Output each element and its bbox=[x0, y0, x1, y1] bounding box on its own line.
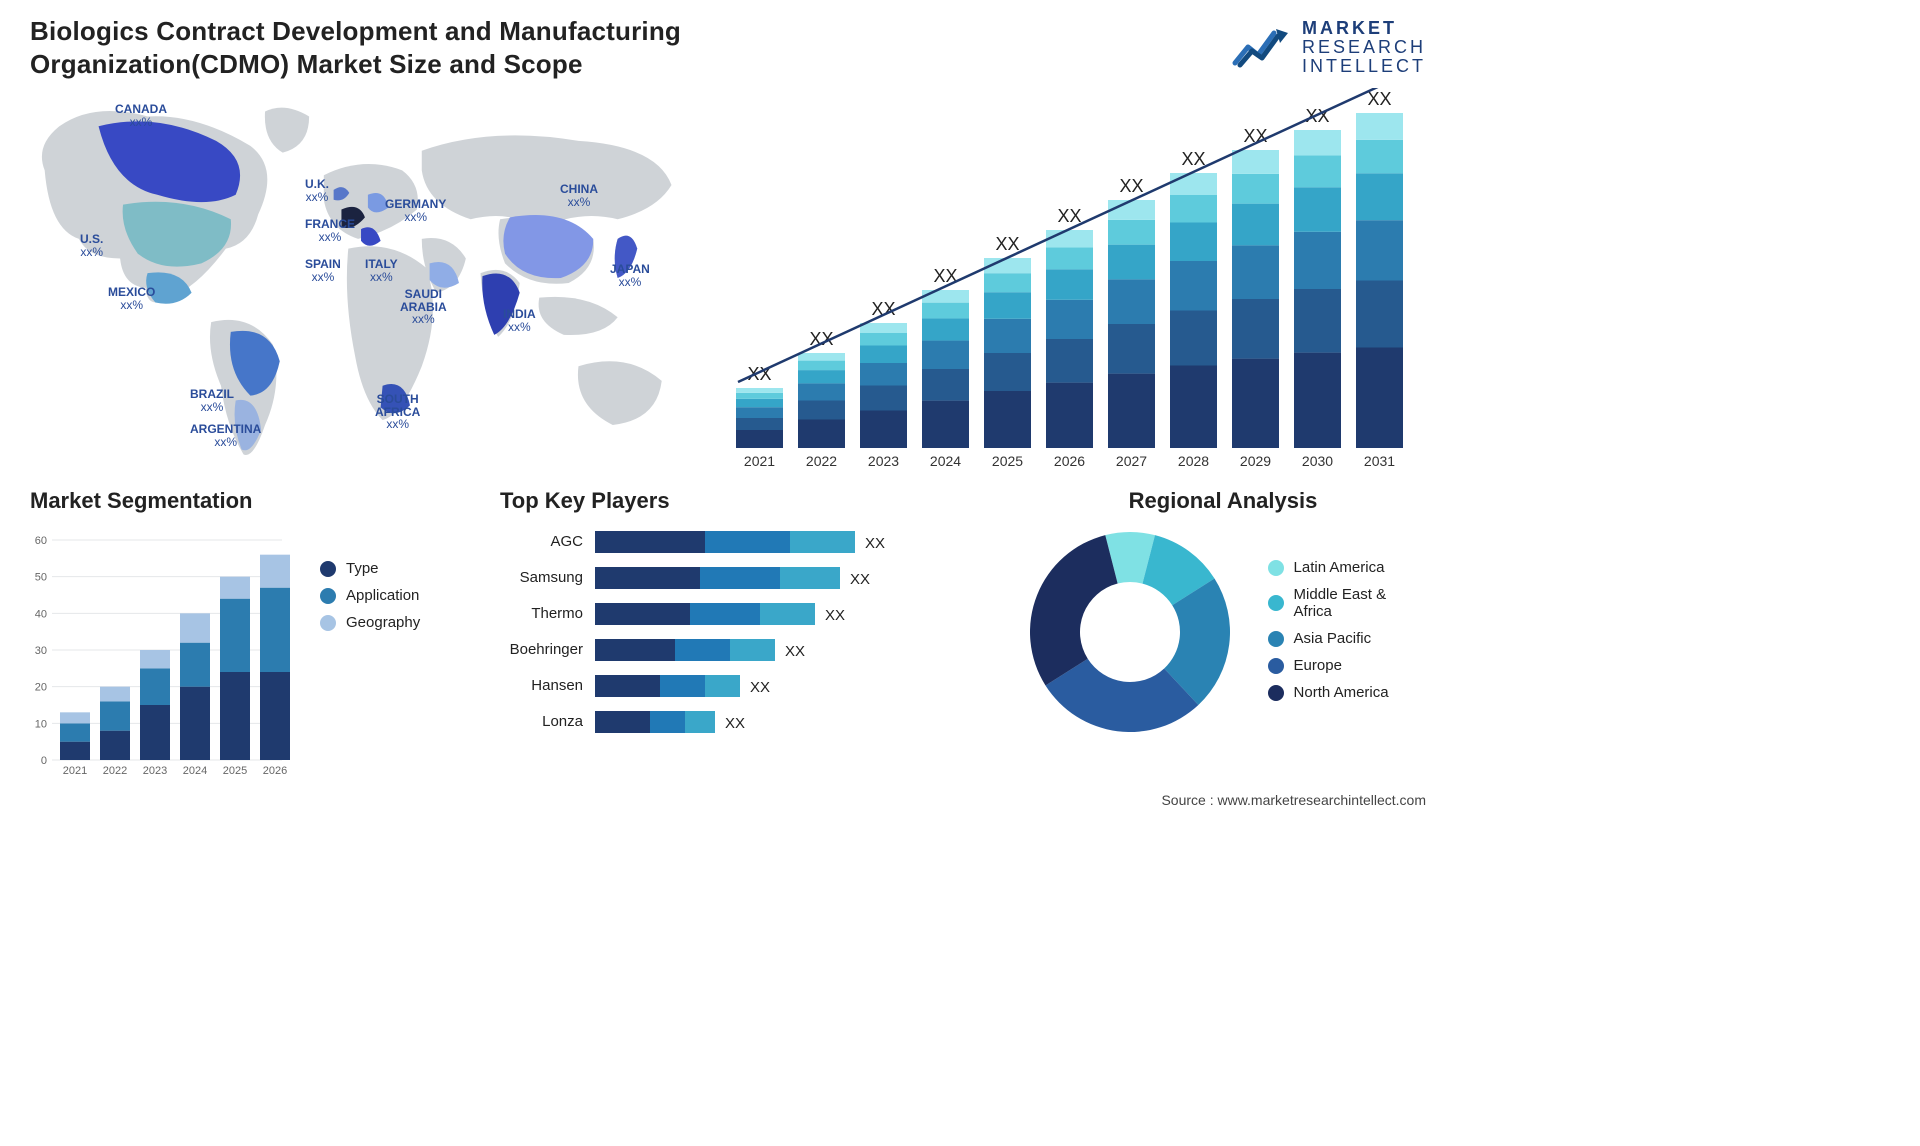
svg-text:XX: XX bbox=[725, 715, 745, 732]
map-label-brazil: BRAZILxx% bbox=[190, 388, 234, 413]
world-map: CANADAxx% U.S.xx% MEXICOxx% BRAZILxx% ARGENT… bbox=[30, 88, 696, 473]
market-size-chart: XX2021XX2022XX2023XX2024XX2025XX2026XX20… bbox=[726, 88, 1426, 473]
map-label-china: CHINAxx% bbox=[560, 183, 598, 208]
svg-text:2024: 2024 bbox=[930, 453, 961, 469]
logo-line2: RESEARCH bbox=[1302, 38, 1426, 57]
segmentation-title: Market Segmentation bbox=[30, 488, 470, 514]
svg-text:2022: 2022 bbox=[103, 765, 127, 775]
svg-text:2027: 2027 bbox=[1116, 453, 1147, 469]
svg-text:XX: XX bbox=[785, 643, 805, 660]
svg-text:20: 20 bbox=[35, 682, 47, 694]
legend-item-geography: Geography bbox=[320, 614, 420, 631]
player-label-lonza: Lonza bbox=[500, 704, 595, 740]
market-segmentation-panel: Market Segmentation 0 10 20 30 40 50 60 2021 202… bbox=[30, 488, 470, 788]
svg-text:40: 40 bbox=[35, 608, 47, 620]
svg-text:2026: 2026 bbox=[263, 765, 287, 775]
top-key-players-panel: Top Key Players AGCSamsungThermoBoehring… bbox=[500, 488, 990, 788]
svg-text:2021: 2021 bbox=[63, 765, 87, 775]
source-text: Source : www.marketresearchintellect.com bbox=[1161, 792, 1426, 808]
player-label-hansen: Hansen bbox=[500, 668, 595, 704]
top-key-players-title: Top Key Players bbox=[500, 488, 990, 514]
player-label-samsung: Samsung bbox=[500, 560, 595, 596]
map-label-mexico: MEXICOxx% bbox=[108, 286, 155, 311]
player-label-boehringer: Boehringer bbox=[500, 632, 595, 668]
svg-text:60: 60 bbox=[35, 535, 47, 547]
svg-text:2024: 2024 bbox=[183, 765, 207, 775]
logo-line1: MARKET bbox=[1302, 19, 1426, 38]
map-label-italy: ITALYxx% bbox=[365, 258, 398, 283]
page-title: Biologics Contract Development and Manuf… bbox=[30, 15, 710, 80]
player-label-agc: AGC bbox=[500, 524, 595, 560]
regional-title: Regional Analysis bbox=[1020, 488, 1426, 514]
svg-text:0: 0 bbox=[41, 755, 47, 767]
svg-text:2023: 2023 bbox=[868, 453, 899, 469]
map-label-saudi-arabia: SAUDIARABIAxx% bbox=[400, 288, 447, 326]
region-north-america: North America bbox=[1268, 684, 1426, 701]
svg-text:XX: XX bbox=[1119, 176, 1143, 196]
logo-icon bbox=[1232, 25, 1292, 69]
legend-item-type: Type bbox=[320, 560, 420, 577]
svg-text:2030: 2030 bbox=[1302, 453, 1333, 469]
svg-text:XX: XX bbox=[865, 535, 885, 552]
svg-text:XX: XX bbox=[995, 234, 1019, 254]
svg-text:XX: XX bbox=[850, 571, 870, 588]
map-label-india: INDIAxx% bbox=[503, 308, 536, 333]
map-label-spain: SPAINxx% bbox=[305, 258, 341, 283]
map-label-u-s-: U.S.xx% bbox=[80, 233, 103, 258]
svg-text:XX: XX bbox=[1057, 206, 1081, 226]
svg-text:2025: 2025 bbox=[223, 765, 247, 775]
region-middle-east-africa: Middle East & Africa bbox=[1268, 586, 1426, 620]
map-label-u-k-: U.K.xx% bbox=[305, 178, 329, 203]
svg-text:10: 10 bbox=[35, 718, 47, 730]
svg-text:2022: 2022 bbox=[806, 453, 837, 469]
svg-text:2021: 2021 bbox=[744, 453, 775, 469]
region-europe: Europe bbox=[1268, 657, 1426, 674]
legend-item-application: Application bbox=[320, 587, 420, 604]
map-label-canada: CANADAxx% bbox=[115, 103, 167, 128]
svg-text:2025: 2025 bbox=[992, 453, 1023, 469]
svg-text:XX: XX bbox=[825, 607, 845, 624]
map-label-argentina: ARGENTINAxx% bbox=[190, 423, 261, 448]
svg-text:50: 50 bbox=[35, 572, 47, 584]
svg-text:XX: XX bbox=[750, 679, 770, 696]
svg-text:2029: 2029 bbox=[1240, 453, 1271, 469]
svg-text:2026: 2026 bbox=[1054, 453, 1085, 469]
logo-line3: INTELLECT bbox=[1302, 57, 1426, 76]
map-label-france: FRANCExx% bbox=[305, 218, 355, 243]
region-asia-pacific: Asia Pacific bbox=[1268, 630, 1426, 647]
map-label-germany: GERMANYxx% bbox=[385, 198, 446, 223]
brand-logo: MARKET RESEARCH INTELLECT bbox=[1232, 19, 1426, 76]
map-label-japan: JAPANxx% bbox=[610, 263, 650, 288]
svg-text:30: 30 bbox=[35, 645, 47, 657]
svg-text:2023: 2023 bbox=[143, 765, 167, 775]
regional-analysis-panel: Regional Analysis Latin America Middle Ea… bbox=[1020, 488, 1426, 788]
svg-text:2031: 2031 bbox=[1364, 453, 1395, 469]
svg-text:2028: 2028 bbox=[1178, 453, 1209, 469]
svg-text:XX: XX bbox=[1367, 89, 1391, 109]
region-latin-america: Latin America bbox=[1268, 559, 1426, 576]
player-label-thermo: Thermo bbox=[500, 596, 595, 632]
svg-text:XX: XX bbox=[1181, 149, 1205, 169]
map-label-south-africa: SOUTHAFRICAxx% bbox=[375, 393, 420, 431]
